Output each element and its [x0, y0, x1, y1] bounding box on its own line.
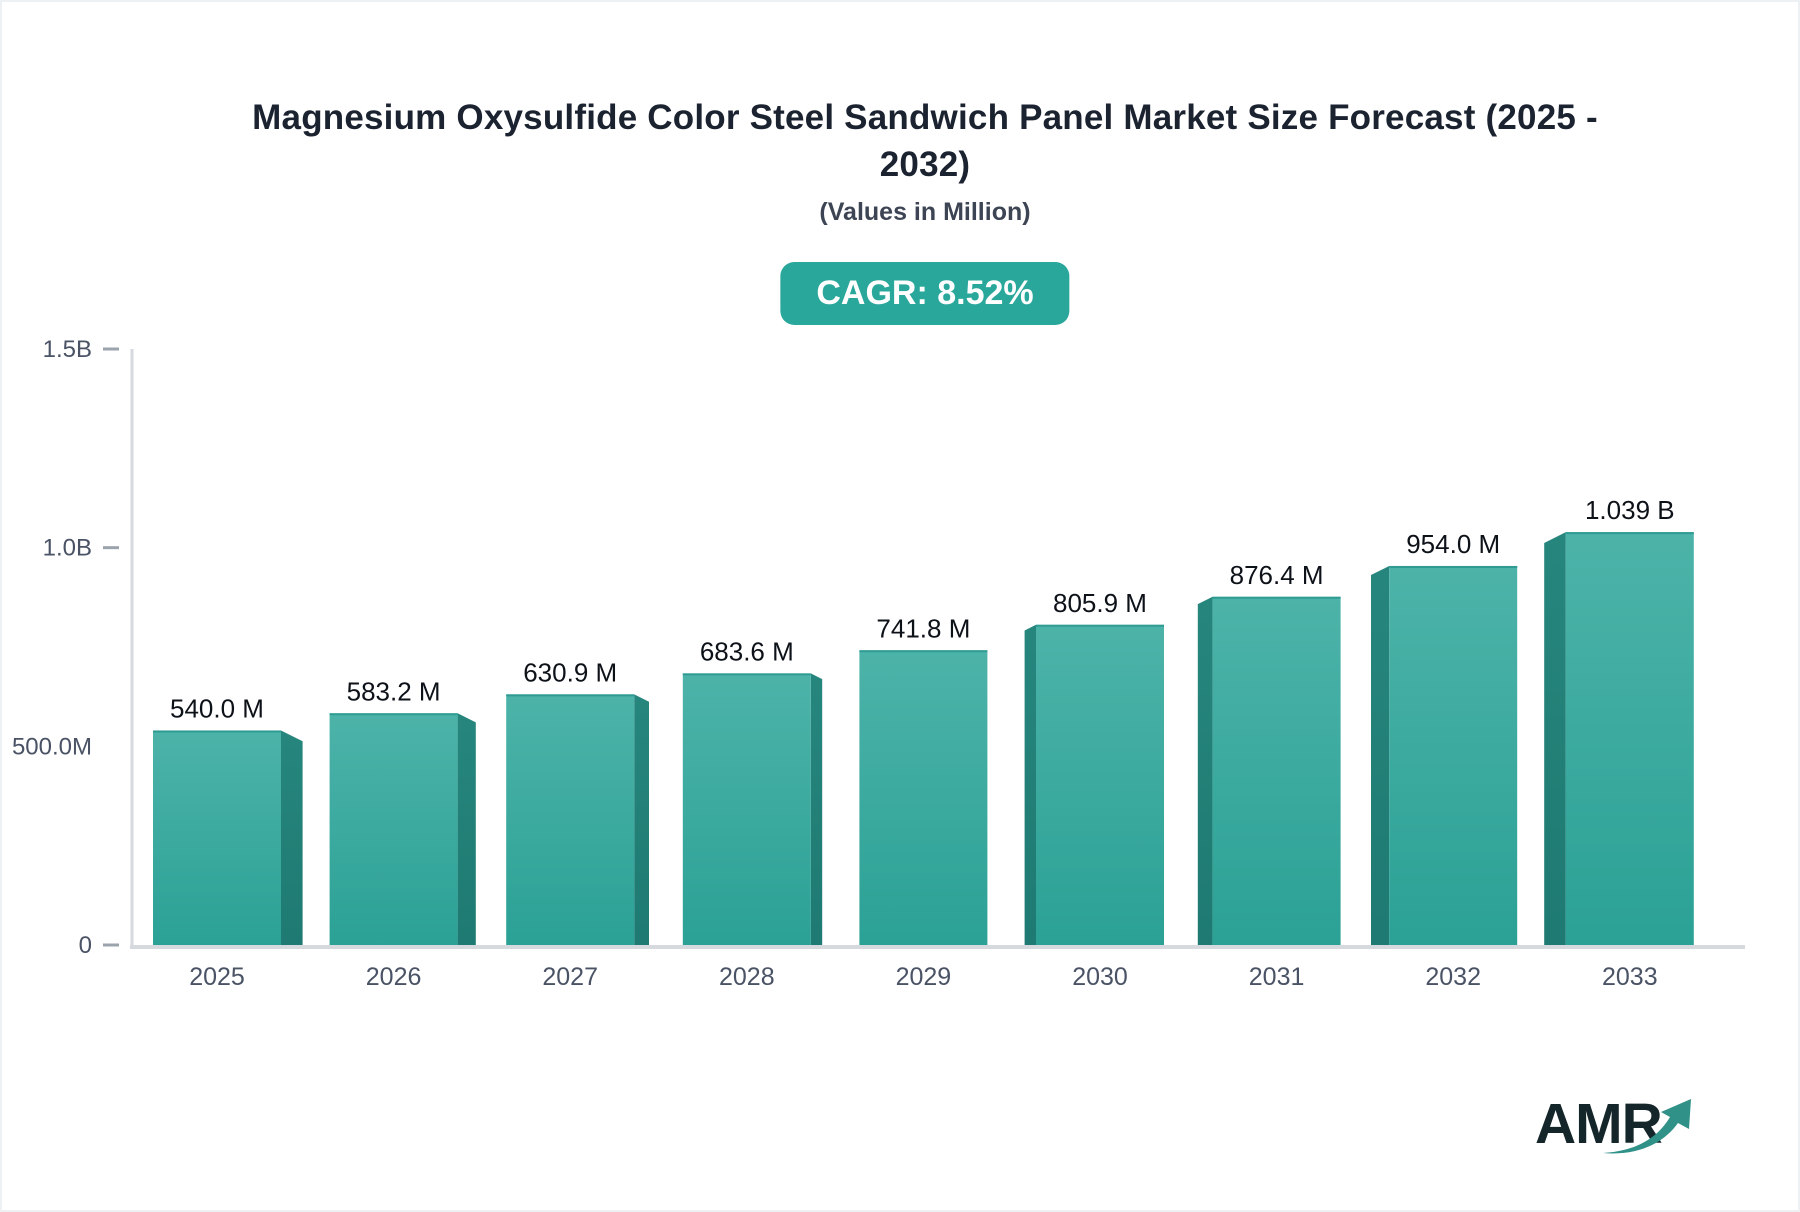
bar-2032 — [1389, 565, 1518, 945]
chart-title-line2: 2032) — [879, 145, 971, 184]
bar-2033 — [1565, 532, 1694, 945]
x-tick-label-2025: 2025 — [189, 963, 245, 991]
x-tick-label-2029: 2029 — [896, 963, 952, 991]
bar-2025 — [153, 730, 281, 945]
value-label-2031: 876.4 M — [1230, 560, 1324, 590]
value-label-2025: 540.0 M — [170, 693, 264, 723]
bar-2029 — [859, 650, 988, 945]
chart-title-line1: Magnesium Oxysulfide Color Steel Sandwic… — [252, 98, 1598, 137]
value-label-2032: 954.0 M — [1406, 529, 1500, 559]
bar-side-3d-2031 — [1197, 596, 1213, 945]
bar-2031 — [1212, 596, 1341, 945]
x-tick-label-2026: 2026 — [366, 963, 422, 991]
y-tick-label: 0 — [79, 932, 92, 959]
bar-side-3d-2028 — [810, 673, 823, 945]
x-tick-label-2030: 2030 — [1072, 963, 1128, 991]
bar-side-3d-2027 — [634, 694, 649, 945]
bar-2030 — [1036, 624, 1164, 945]
chart-subtitle: (Values in Million) — [819, 198, 1031, 226]
bar-2028 — [682, 673, 811, 945]
value-label-2033: 1.039 B — [1585, 495, 1675, 525]
bar-side-3d-2025 — [281, 730, 303, 945]
value-label-2028: 683.6 M — [700, 636, 794, 666]
amr-logo: AMR — [1535, 1092, 1691, 1156]
amr-logo-arrow-icon — [1603, 1099, 1691, 1154]
x-tick-label-2027: 2027 — [542, 963, 598, 991]
bar-2027 — [506, 694, 635, 945]
value-label-2030: 805.9 M — [1053, 588, 1147, 618]
bar-side-3d-2032 — [1371, 565, 1390, 945]
chart-title: Magnesium Oxysulfide Color Steel Sandwic… — [105, 94, 1745, 188]
value-label-2027: 630.9 M — [523, 657, 617, 687]
bar-side-3d-2026 — [457, 713, 476, 945]
x-tick-label-2031: 2031 — [1249, 963, 1305, 991]
value-label-2026: 583.2 M — [347, 676, 441, 706]
bar-2026 — [329, 713, 458, 945]
x-tick-label-2032: 2032 — [1425, 963, 1481, 991]
y-tick-label: 500.0M — [12, 733, 92, 760]
x-tick-label-2028: 2028 — [719, 963, 775, 991]
cagr-badge: CAGR: 8.52% — [780, 262, 1070, 325]
value-label-2029: 741.8 M — [876, 613, 970, 643]
bar-side-3d-2030 — [1024, 624, 1036, 945]
y-tick-label: 1.0B — [43, 535, 92, 562]
x-tick-label-2033: 2033 — [1602, 963, 1658, 991]
bar-side-3d-2033 — [1544, 532, 1566, 945]
y-tick-label: 1.5B — [43, 336, 92, 363]
